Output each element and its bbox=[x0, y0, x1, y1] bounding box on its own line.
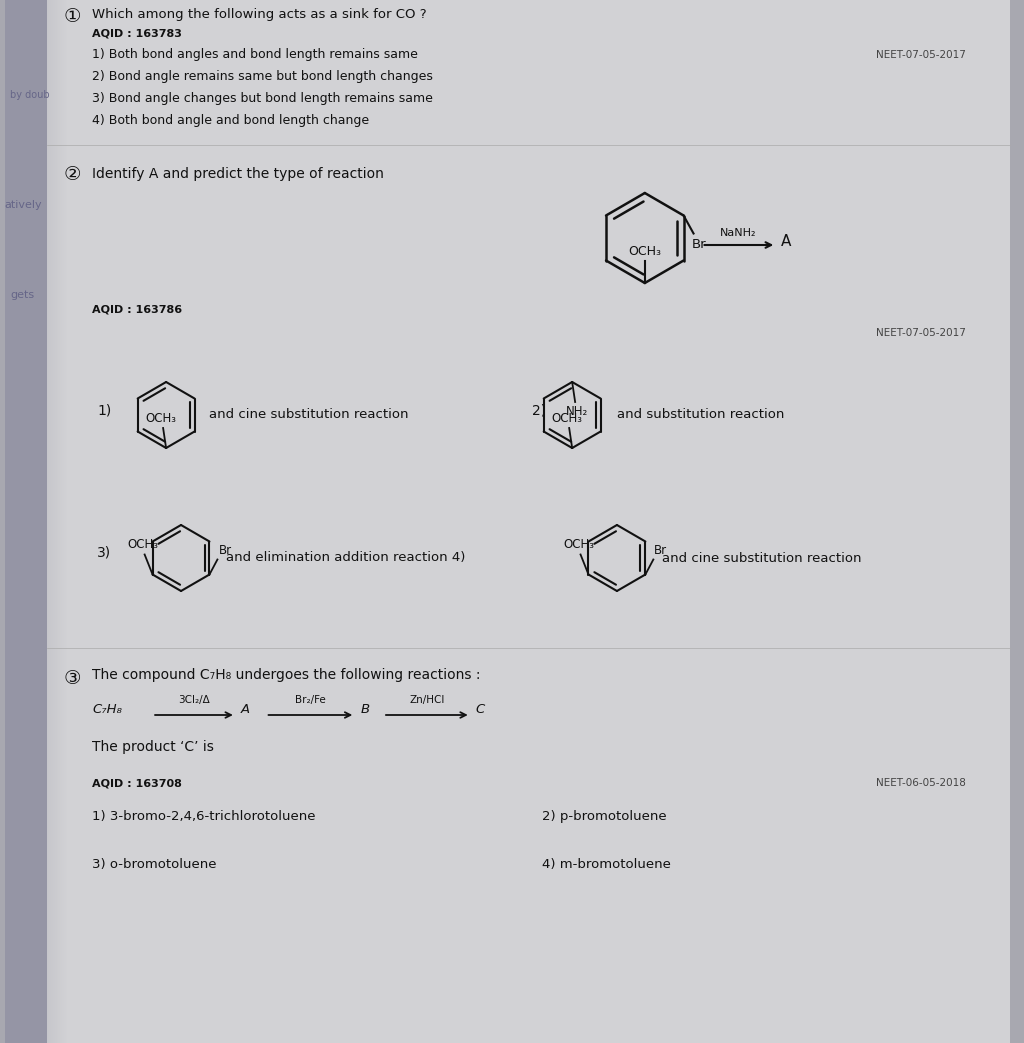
Text: C: C bbox=[475, 703, 485, 715]
FancyBboxPatch shape bbox=[5, 0, 47, 1043]
Text: NEET-07-05-2017: NEET-07-05-2017 bbox=[876, 50, 966, 60]
Text: AQID : 163783: AQID : 163783 bbox=[92, 28, 182, 38]
Text: 4) Both bond angle and bond length change: 4) Both bond angle and bond length chang… bbox=[92, 114, 370, 127]
Text: 1): 1) bbox=[97, 403, 112, 417]
Text: Br: Br bbox=[654, 543, 668, 557]
Text: Zn/HCl: Zn/HCl bbox=[410, 695, 444, 705]
Text: 1) 3-bromo-2,4,6-trichlorotoluene: 1) 3-bromo-2,4,6-trichlorotoluene bbox=[92, 810, 316, 823]
Text: Which among the following acts as a sink for CO ?: Which among the following acts as a sink… bbox=[92, 8, 427, 21]
Text: by doub: by doub bbox=[10, 90, 49, 100]
FancyBboxPatch shape bbox=[47, 0, 1010, 1043]
Text: C₇H₈: C₇H₈ bbox=[92, 703, 123, 715]
Text: atively: atively bbox=[4, 200, 42, 210]
Text: NaNH₂: NaNH₂ bbox=[720, 228, 757, 238]
Text: AQID : 163786: AQID : 163786 bbox=[92, 305, 182, 315]
Text: 2) p-bromotoluene: 2) p-bromotoluene bbox=[543, 810, 667, 823]
Text: 3) Bond angle changes but bond length remains same: 3) Bond angle changes but bond length re… bbox=[92, 92, 433, 105]
Text: 2): 2) bbox=[532, 403, 547, 417]
Text: ①: ① bbox=[63, 6, 81, 25]
Text: Br: Br bbox=[218, 543, 231, 557]
Text: and elimination addition reaction 4): and elimination addition reaction 4) bbox=[226, 552, 465, 564]
Text: A: A bbox=[781, 235, 792, 249]
Text: NEET-07-05-2017: NEET-07-05-2017 bbox=[876, 328, 966, 338]
Text: The compound C₇H₈ undergoes the following reactions :: The compound C₇H₈ undergoes the followin… bbox=[92, 668, 481, 682]
Text: and cine substitution reaction: and cine substitution reaction bbox=[209, 409, 409, 421]
Text: OCH₃: OCH₃ bbox=[145, 412, 176, 425]
Text: 1) Both bond angles and bond length remains same: 1) Both bond angles and bond length rema… bbox=[92, 48, 419, 60]
Text: and cine substitution reaction: and cine substitution reaction bbox=[662, 552, 861, 564]
Text: AQID : 163708: AQID : 163708 bbox=[92, 778, 182, 789]
Text: Identify A and predict the type of reaction: Identify A and predict the type of react… bbox=[92, 167, 384, 181]
Text: gets: gets bbox=[10, 290, 35, 300]
Text: OCH₃: OCH₃ bbox=[552, 412, 583, 425]
Text: Br: Br bbox=[691, 238, 707, 250]
Text: ③: ③ bbox=[63, 669, 81, 687]
Text: and substitution reaction: and substitution reaction bbox=[616, 409, 784, 421]
Text: 4) m-bromotoluene: 4) m-bromotoluene bbox=[543, 858, 671, 871]
Text: The product ‘C’ is: The product ‘C’ is bbox=[92, 739, 214, 754]
Text: NH₂: NH₂ bbox=[566, 405, 588, 418]
Text: 3): 3) bbox=[97, 545, 112, 560]
Text: 3Cl₂/Δ: 3Cl₂/Δ bbox=[178, 695, 210, 705]
Text: B: B bbox=[360, 703, 370, 715]
Text: ②: ② bbox=[63, 166, 81, 185]
Text: 3) o-bromotoluene: 3) o-bromotoluene bbox=[92, 858, 217, 871]
Text: 2) Bond angle remains same but bond length changes: 2) Bond angle remains same but bond leng… bbox=[92, 70, 433, 83]
Text: OCH₃: OCH₃ bbox=[127, 538, 158, 552]
Text: NEET-06-05-2018: NEET-06-05-2018 bbox=[876, 778, 966, 789]
Text: OCH₃: OCH₃ bbox=[629, 245, 662, 258]
Text: A: A bbox=[241, 703, 250, 715]
Text: OCH₃: OCH₃ bbox=[563, 538, 594, 552]
Text: Br₂/Fe: Br₂/Fe bbox=[295, 695, 326, 705]
